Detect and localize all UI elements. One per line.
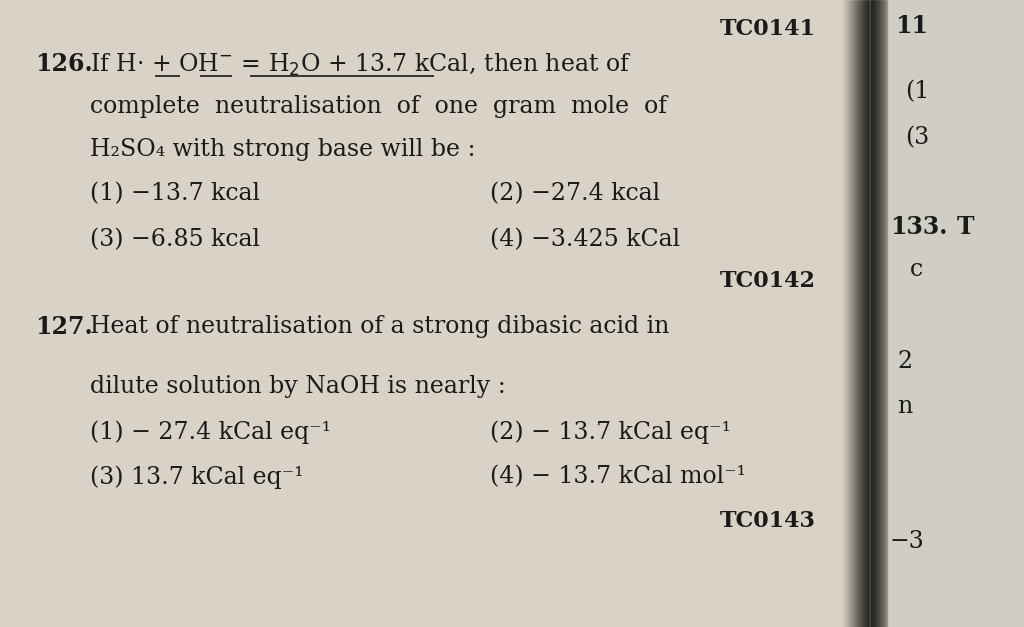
- Bar: [0, 0, 870, 627]
- Text: c: c: [910, 258, 923, 281]
- Text: 11: 11: [895, 14, 928, 38]
- Text: (3) 13.7 kCal eq⁻¹: (3) 13.7 kCal eq⁻¹: [90, 465, 304, 488]
- Text: (1) − 27.4 kCal eq⁻¹: (1) − 27.4 kCal eq⁻¹: [90, 420, 331, 443]
- Bar: [888, 0, 1024, 627]
- Text: (2) −27.4 kcal: (2) −27.4 kcal: [490, 182, 660, 205]
- Text: (2) − 13.7 kCal eq⁻¹: (2) − 13.7 kCal eq⁻¹: [490, 420, 731, 443]
- Text: If H$\cdot$ + OH$^{-}$ = H$_{2}$O + 13.7 kCal, then heat of: If H$\cdot$ + OH$^{-}$ = H$_{2}$O + 13.7…: [90, 52, 632, 78]
- Text: TC0143: TC0143: [720, 510, 816, 532]
- Text: Heat of neutralisation of a strong dibasic acid in: Heat of neutralisation of a strong dibas…: [90, 315, 670, 338]
- Text: 127.: 127.: [35, 315, 92, 339]
- Text: 2: 2: [897, 350, 912, 373]
- Bar: [870, 0, 888, 627]
- Text: T: T: [957, 215, 975, 239]
- Text: (3) −6.85 kcal: (3) −6.85 kcal: [90, 228, 260, 251]
- Text: TC0142: TC0142: [720, 270, 816, 292]
- Text: (1: (1: [905, 80, 930, 103]
- Text: H₂SO₄ with strong base will be :: H₂SO₄ with strong base will be :: [90, 138, 475, 161]
- Text: 133.: 133.: [890, 215, 947, 239]
- Text: TC0141: TC0141: [720, 18, 816, 40]
- Text: complete  neutralisation  of  one  gram  mole  of: complete neutralisation of one gram mole…: [90, 95, 667, 118]
- Text: (4) − 13.7 kCal mol⁻¹: (4) − 13.7 kCal mol⁻¹: [490, 465, 746, 488]
- Text: (3: (3: [905, 126, 929, 149]
- Text: dilute solution by NaOH is nearly :: dilute solution by NaOH is nearly :: [90, 375, 506, 398]
- Text: 126.: 126.: [35, 52, 92, 76]
- Text: n: n: [897, 395, 912, 418]
- Text: −3: −3: [890, 530, 925, 553]
- Text: (1) −13.7 kcal: (1) −13.7 kcal: [90, 182, 260, 205]
- Text: (4) −3.425 kCal: (4) −3.425 kCal: [490, 228, 680, 251]
